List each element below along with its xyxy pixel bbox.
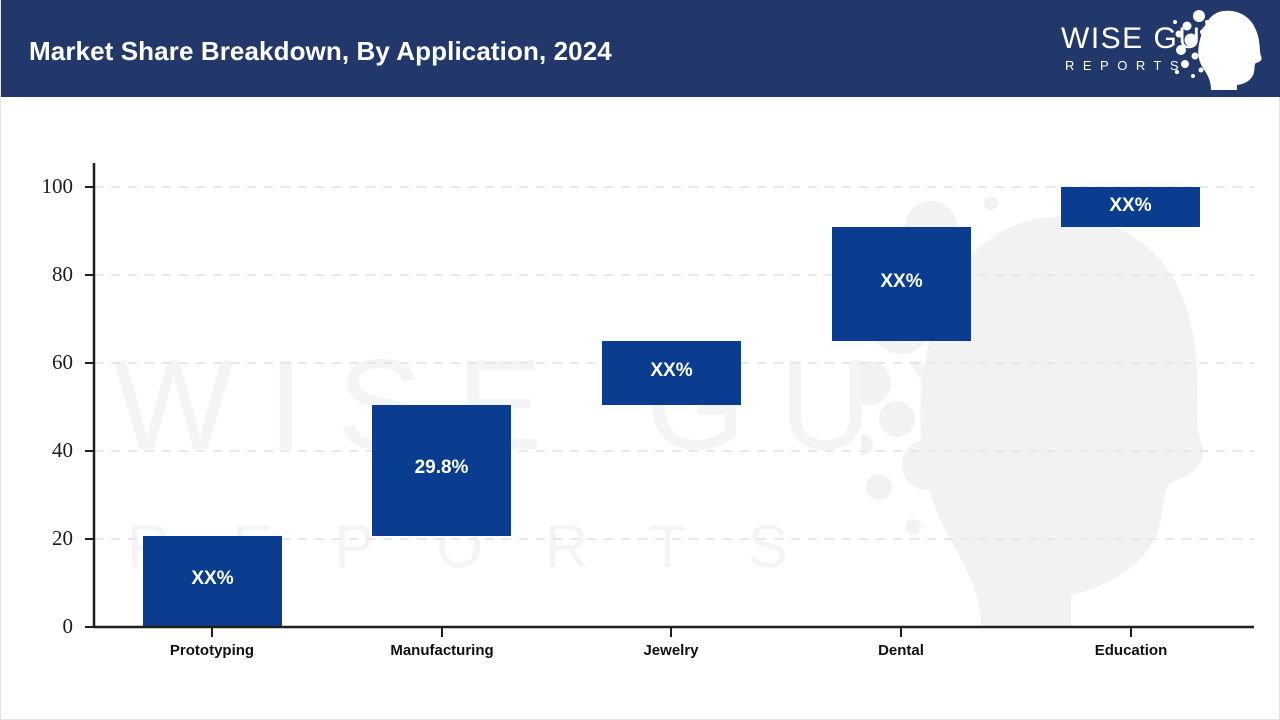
ytick-40: 40	[9, 440, 73, 462]
ytick-0: 0	[9, 614, 74, 638]
bar-label-jewelry: XX%	[650, 360, 693, 381]
ytick-label-80: 80	[52, 262, 73, 286]
chart-axes	[85, 163, 1254, 637]
bar-jewelry[interactable]: XX%	[602, 341, 741, 405]
bar-label-education: XX%	[1109, 195, 1152, 216]
ytick-80: 80	[9, 264, 73, 286]
xtick-label-education: Education	[1094, 642, 1168, 659]
xtick-label-jewelry: Jewelry	[643, 642, 699, 659]
head-dots-logo-icon	[1173, 10, 1262, 90]
chart-plot-area: WISE GUY REPORTS	[1, 97, 1279, 719]
bar-label-manufacturing: 29.8%	[414, 457, 469, 478]
bar-dental[interactable]: XX%	[832, 227, 971, 341]
bar-prototyping[interactable]: XX%	[143, 536, 282, 627]
brand-logo: WISE GUY REPORTS	[1037, 6, 1273, 90]
xtick-label-manufacturing: Manufacturing	[390, 642, 494, 659]
ytick-label-60: 60	[52, 350, 73, 374]
ytick-label-40: 40	[52, 438, 73, 462]
logo-wordmark-secondary: REPORTS	[1065, 58, 1188, 73]
bar-label-prototyping: XX%	[191, 568, 234, 589]
bar-education[interactable]: XX%	[1061, 187, 1200, 227]
ytick-100: 100	[9, 174, 74, 198]
chart-header-bar: Market Share Breakdown, By Application, …	[1, 0, 1280, 97]
ytick-label-20: 20	[52, 526, 73, 550]
page-title: Market Share Breakdown, By Application, …	[29, 36, 612, 66]
xtick-label-prototyping: Prototyping	[169, 642, 255, 659]
bar-label-dental: XX%	[880, 271, 923, 292]
bar-manufacturing[interactable]: 29.8%	[372, 405, 511, 536]
ytick-20: 20	[9, 528, 73, 550]
ytick-60: 60	[9, 352, 73, 374]
xtick-label-dental: Dental	[878, 642, 924, 659]
ytick-label-0: 0	[62, 614, 74, 638]
ytick-label-100: 100	[41, 174, 74, 198]
